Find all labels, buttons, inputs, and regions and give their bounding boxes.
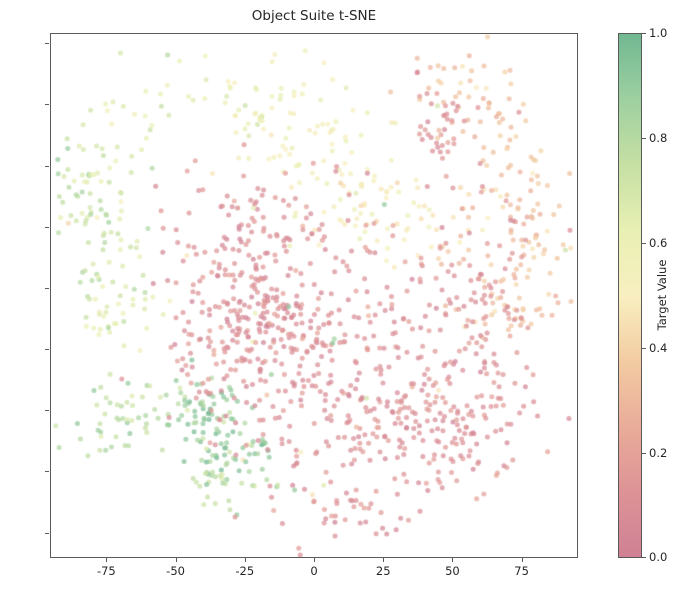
colorbar-tick-label: 0.6	[649, 236, 668, 250]
y-tick-mark	[45, 349, 49, 351]
x-tick-label: -75	[96, 564, 116, 578]
colorbar[interactable]: 0.0 0.2 0.4 0.6 0.8 1.0	[618, 26, 667, 564]
x-tick-mark	[314, 558, 315, 562]
y-tick-mark	[45, 287, 49, 289]
x-tick-label: 25	[375, 564, 391, 578]
y-tick-mark	[45, 104, 49, 106]
x-tick-label: 75	[514, 564, 529, 578]
colorbar-tick-label: 0.8	[649, 131, 668, 145]
colorbar-gradient	[618, 33, 642, 558]
y-tick-mark	[45, 410, 49, 412]
y-tick-mark	[45, 532, 49, 534]
x-tick-mark	[452, 558, 454, 562]
y-tick-mark	[45, 165, 49, 167]
x-tick-mark	[244, 558, 246, 562]
scatter-plot-axes[interactable]	[50, 33, 578, 558]
colorbar-tick-mark	[642, 453, 646, 454]
scatter-points-layer	[51, 34, 577, 557]
colorbar-tick-mark	[642, 138, 646, 139]
x-tick-mark	[383, 558, 385, 562]
colorbar-tick-label: 0.4	[649, 341, 668, 355]
colorbar-tick-mark	[642, 557, 646, 558]
colorbar-tick-mark	[642, 33, 646, 34]
colorbar-tick-mark	[642, 348, 646, 349]
colorbar-tick-label: 0.0	[649, 550, 668, 564]
colorbar-tick-label: 0.2	[649, 446, 668, 460]
y-tick-mark	[45, 471, 49, 473]
x-tick-label: -50	[166, 564, 185, 578]
colorbar-tick-label: 1.0	[649, 26, 668, 40]
colorbar-axis-label: Target Value	[655, 259, 669, 331]
x-tick-mark	[521, 558, 523, 562]
x-tick-mark	[175, 558, 177, 562]
x-tick-label: 50	[445, 564, 460, 578]
chart-title: Object Suite t-SNE	[251, 8, 377, 24]
colorbar-tick-mark	[642, 243, 646, 244]
x-tick-label: 0	[310, 564, 318, 578]
y-tick-mark	[45, 226, 49, 228]
x-tick-label: -25	[235, 564, 255, 578]
x-tick-mark	[106, 558, 108, 562]
y-tick-mark	[45, 43, 49, 45]
